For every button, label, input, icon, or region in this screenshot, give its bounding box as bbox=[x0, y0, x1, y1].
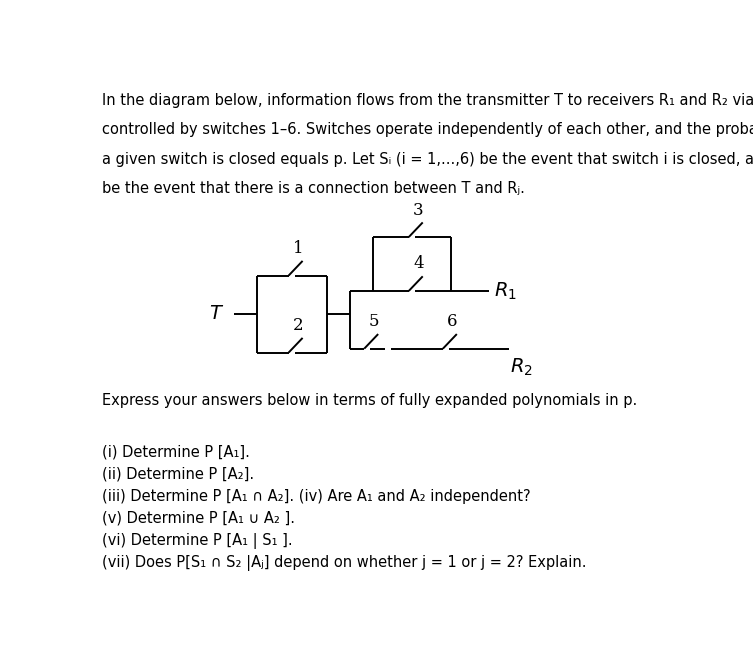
Text: 3: 3 bbox=[413, 201, 424, 218]
Text: Express your answers below in terms of fully expanded polynomials in p.: Express your answers below in terms of f… bbox=[102, 393, 637, 409]
Text: In the diagram below, information flows from the transmitter T to receivers R₁ a: In the diagram below, information flows … bbox=[102, 93, 753, 108]
Text: a given switch is closed equals p. Let Sᵢ (i = 1,...,6) be the event that switch: a given switch is closed equals p. Let S… bbox=[102, 152, 753, 166]
Text: (ii) Determine P [A₂].: (ii) Determine P [A₂]. bbox=[102, 467, 254, 482]
Text: 2: 2 bbox=[293, 317, 303, 334]
Text: (iii) Determine P [A₁ ∩ A₂]. (iv) Are A₁ and A₂ independent?: (iii) Determine P [A₁ ∩ A₂]. (iv) Are A₁… bbox=[102, 489, 531, 504]
Text: $R_2$: $R_2$ bbox=[511, 356, 533, 378]
Text: controlled by switches 1–6. Switches operate independently of each other, and th: controlled by switches 1–6. Switches ope… bbox=[102, 122, 753, 137]
Text: (vi) Determine P [A₁ | S₁ ].: (vi) Determine P [A₁ | S₁ ]. bbox=[102, 533, 292, 548]
Text: 6: 6 bbox=[447, 314, 458, 330]
Text: $T$: $T$ bbox=[209, 305, 224, 323]
Text: $R_1$: $R_1$ bbox=[494, 280, 517, 302]
Text: 1: 1 bbox=[293, 240, 303, 257]
Text: be the event that there is a connection between T and Rⱼ.: be the event that there is a connection … bbox=[102, 181, 525, 196]
Text: 4: 4 bbox=[413, 255, 424, 273]
Text: 5: 5 bbox=[368, 314, 379, 330]
Text: (vii) Does P[S₁ ∩ S₂ |Aⱼ] depend on whether j = 1 or j = 2? Explain.: (vii) Does P[S₁ ∩ S₂ |Aⱼ] depend on whet… bbox=[102, 554, 587, 571]
Text: (i) Determine P [A₁].: (i) Determine P [A₁]. bbox=[102, 445, 250, 460]
Text: (v) Determine P [A₁ ∪ A₂ ].: (v) Determine P [A₁ ∪ A₂ ]. bbox=[102, 511, 295, 526]
